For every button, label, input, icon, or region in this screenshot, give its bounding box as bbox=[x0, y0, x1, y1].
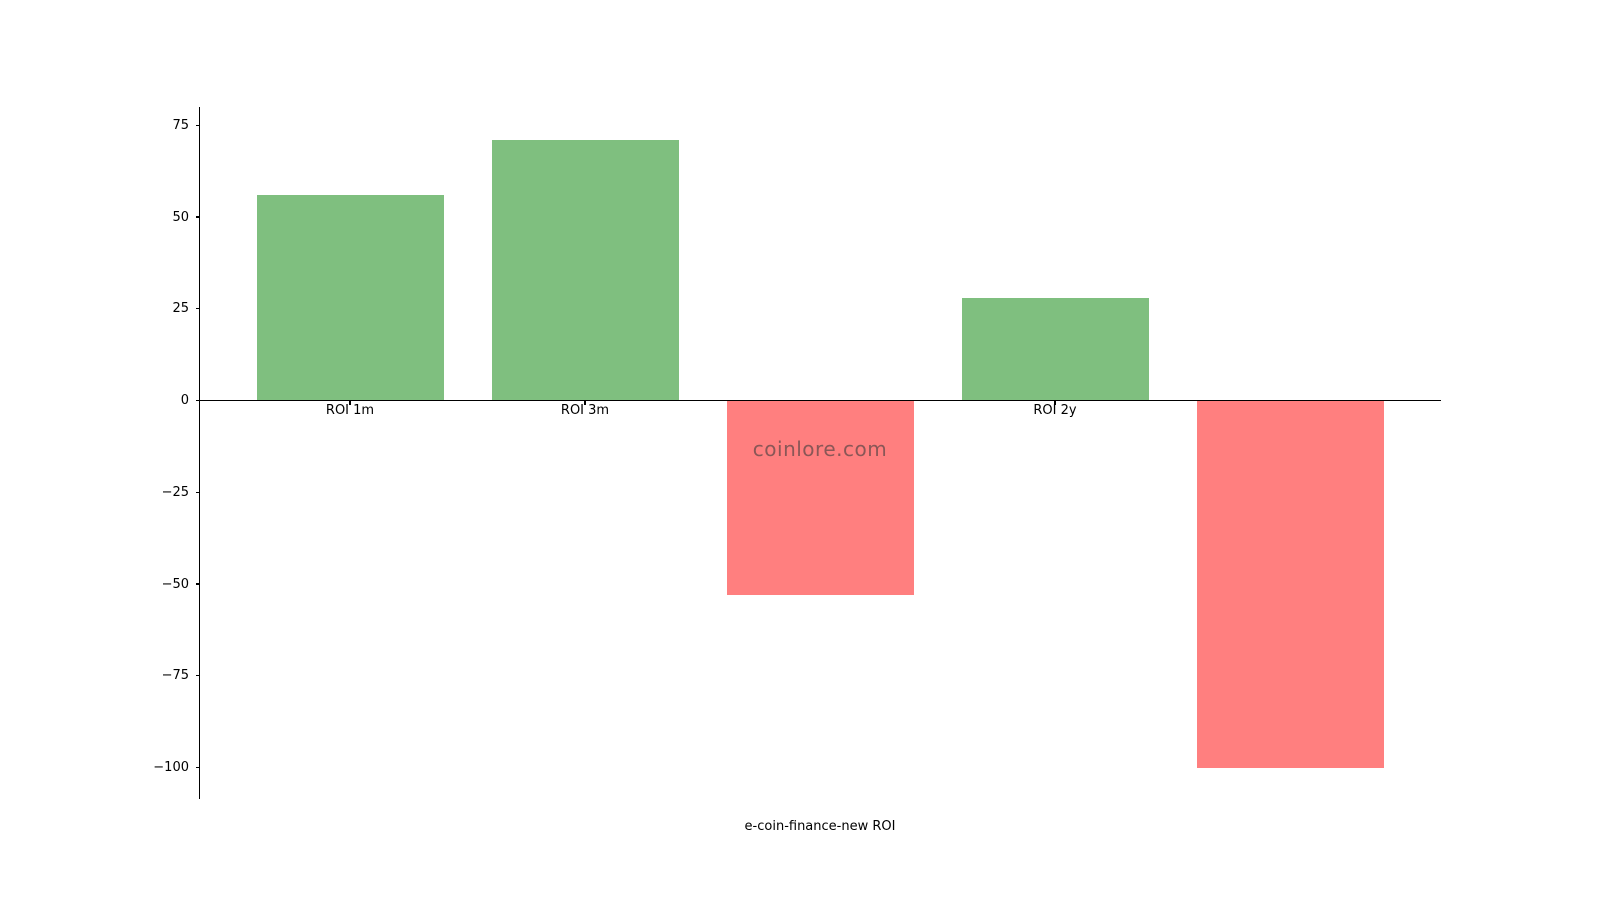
x-tick-mark bbox=[1054, 400, 1056, 405]
y-tick-mark bbox=[196, 308, 200, 310]
y-tick-mark bbox=[196, 124, 200, 126]
y-tick-mark bbox=[196, 491, 200, 493]
bar-0 bbox=[256, 194, 444, 401]
y-tick-label: −50 bbox=[161, 576, 189, 592]
chart-xlabel: e-coin-finance-new ROI bbox=[744, 819, 896, 834]
bar-4 bbox=[1196, 400, 1384, 768]
y-tick-label: 75 bbox=[172, 117, 189, 133]
y-tick-label: −25 bbox=[161, 484, 189, 500]
y-tick-label: 25 bbox=[172, 301, 189, 317]
y-tick-mark bbox=[196, 399, 200, 402]
y-tick-mark bbox=[196, 766, 200, 769]
y-tick-mark bbox=[196, 216, 200, 218]
bar-1 bbox=[491, 139, 679, 401]
y-tick-mark bbox=[196, 675, 200, 677]
bar-3 bbox=[961, 297, 1149, 401]
y-tick-label: 0 bbox=[180, 393, 189, 408]
x-tick-label: ROI 1m bbox=[325, 403, 375, 418]
bar-2 bbox=[726, 400, 914, 595]
x-axis-line bbox=[200, 400, 1441, 402]
y-tick-mark bbox=[196, 583, 200, 585]
x-tick-mark bbox=[349, 400, 351, 405]
watermark-text: coinlore.com bbox=[752, 437, 888, 461]
y-tick-label: −100 bbox=[153, 760, 189, 775]
y-tick-label: −75 bbox=[161, 668, 189, 684]
y-tick-label: 50 bbox=[172, 209, 189, 225]
x-tick-label: ROI 2y bbox=[1033, 403, 1077, 418]
x-tick-label: ROI 3m bbox=[560, 403, 610, 418]
x-tick-mark bbox=[584, 400, 586, 405]
y-axis-line bbox=[199, 107, 201, 799]
